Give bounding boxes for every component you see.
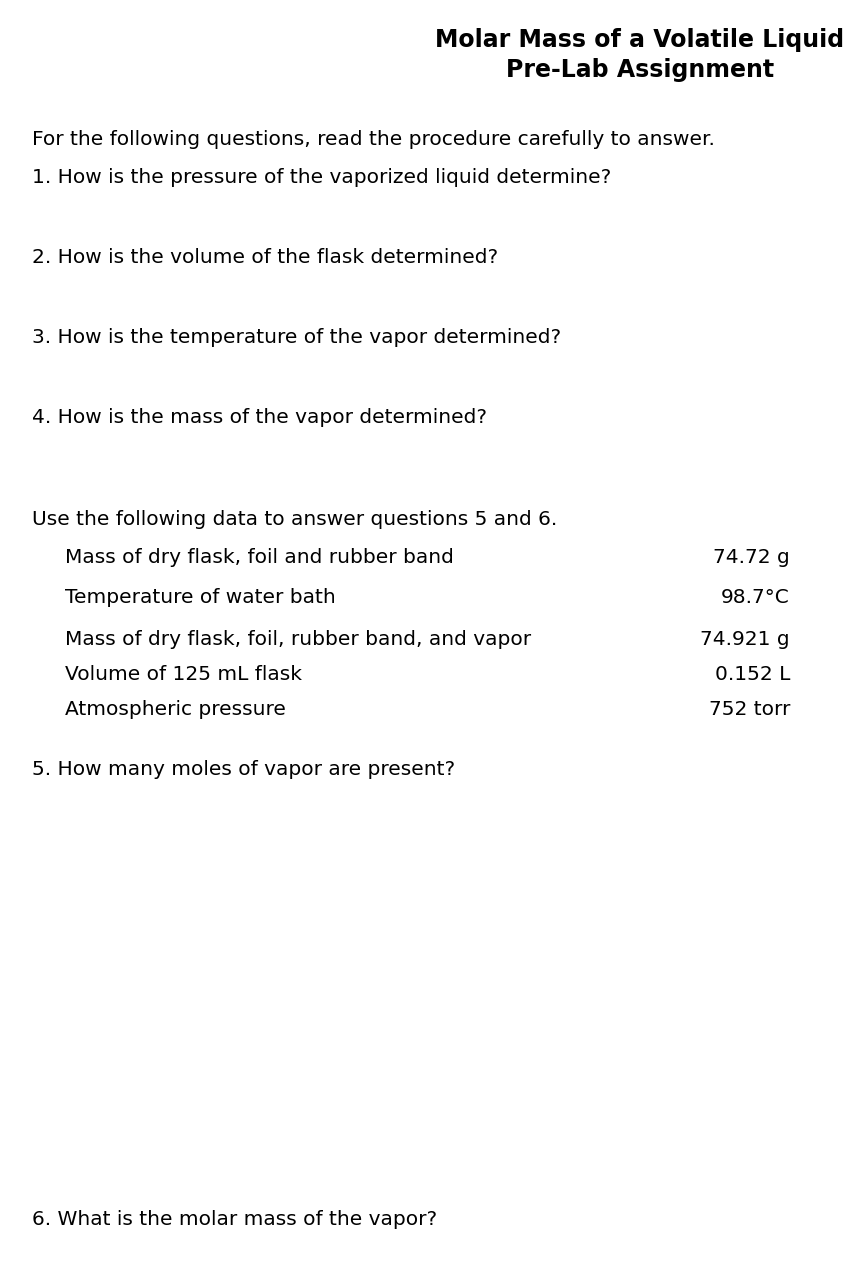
Text: Mass of dry flask, foil, rubber band, and vapor: Mass of dry flask, foil, rubber band, an… (65, 630, 531, 649)
Text: 74.72 g: 74.72 g (713, 548, 790, 567)
Text: Molar Mass of a Volatile Liquid: Molar Mass of a Volatile Liquid (435, 28, 845, 52)
Text: Mass of dry flask, foil and rubber band: Mass of dry flask, foil and rubber band (65, 548, 454, 567)
Text: 752 torr: 752 torr (709, 700, 790, 719)
Text: For the following questions, read the procedure carefully to answer.: For the following questions, read the pr… (32, 131, 715, 148)
Text: 98.7°C: 98.7°C (722, 588, 790, 607)
Text: Use the following data to answer questions 5 and 6.: Use the following data to answer questio… (32, 509, 558, 529)
Text: Atmospheric pressure: Atmospheric pressure (65, 700, 286, 719)
Text: Volume of 125 mL flask: Volume of 125 mL flask (65, 666, 302, 684)
Text: 5. How many moles of vapor are present?: 5. How many moles of vapor are present? (32, 760, 455, 780)
Text: 74.921 g: 74.921 g (700, 630, 790, 649)
Text: Pre-Lab Assignment: Pre-Lab Assignment (506, 58, 774, 82)
Text: Temperature of water bath: Temperature of water bath (65, 588, 336, 607)
Text: 0.152 L: 0.152 L (715, 666, 790, 684)
Text: 6. What is the molar mass of the vapor?: 6. What is the molar mass of the vapor? (32, 1210, 437, 1229)
Text: 2. How is the volume of the flask determined?: 2. How is the volume of the flask determ… (32, 248, 498, 268)
Text: 1. How is the pressure of the vaporized liquid determine?: 1. How is the pressure of the vaporized … (32, 168, 611, 187)
Text: 4. How is the mass of the vapor determined?: 4. How is the mass of the vapor determin… (32, 408, 487, 428)
Text: 3. How is the temperature of the vapor determined?: 3. How is the temperature of the vapor d… (32, 328, 561, 347)
